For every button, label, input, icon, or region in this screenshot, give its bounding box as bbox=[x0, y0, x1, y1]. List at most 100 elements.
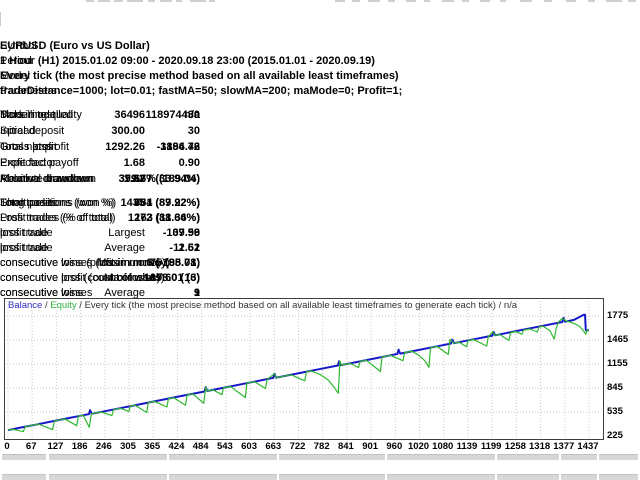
chart-model-text: Every tick (the most precise method base… bbox=[84, 300, 518, 311]
report-row: Average profit trade 2.51 loss trade -11.62 bbox=[0, 242, 640, 255]
skeleton-bar bbox=[599, 454, 638, 460]
cropped-text-artifact bbox=[127, 0, 143, 2]
skeleton-bar bbox=[387, 454, 495, 460]
stat-value: n/a bbox=[184, 109, 200, 121]
y-axis-label: 1775 bbox=[607, 310, 629, 321]
x-axis-label: 424 bbox=[168, 441, 185, 452]
x-axis-label: 841 bbox=[337, 441, 354, 452]
x-axis-label: 305 bbox=[120, 441, 136, 452]
cropped-text-artifact bbox=[352, 0, 360, 2]
cropped-text-artifact bbox=[190, 0, 206, 2]
stat-label: Total net profit bbox=[0, 141, 70, 153]
cropped-text-artifact bbox=[114, 0, 123, 2]
balance-line bbox=[7, 313, 589, 432]
stat-label: Relative drawdown bbox=[0, 173, 93, 185]
stat-label: consecutive loss (count of losses) bbox=[0, 272, 165, 284]
stat-value: 300.00 bbox=[111, 125, 145, 137]
stat-value: 118974430 bbox=[145, 109, 200, 121]
cropped-text-artifact bbox=[368, 0, 380, 2]
cropped-text-artifact bbox=[209, 0, 215, 2]
balance-equity-chart: Balance / Equity / Every tick (the most … bbox=[4, 298, 604, 440]
report-row: Maximum consecutive wins (profit in money… bbox=[0, 257, 640, 270]
skeleton-bar bbox=[387, 474, 495, 480]
stat-value: Maximal bbox=[104, 272, 145, 284]
stat-value: 30 bbox=[187, 125, 200, 137]
stat-label: profit trade bbox=[0, 242, 53, 254]
report-row: Average consecutive wins 9 consecutive loss… bbox=[0, 287, 640, 300]
stat-label: loss trade bbox=[0, 227, 48, 239]
stat-label: Gross profit bbox=[0, 141, 57, 153]
cropped-text-artifact bbox=[588, 0, 595, 2]
report-row: Symbol EURUSD (Euro vs US Dollar) bbox=[0, 40, 640, 53]
cropped-text-artifact bbox=[606, 0, 622, 2]
x-axis-label: 1377 bbox=[553, 441, 575, 452]
stat-value: -107.56 bbox=[162, 227, 200, 239]
skeleton-bar bbox=[497, 474, 559, 480]
x-axis-label: 543 bbox=[216, 441, 233, 452]
x-axis-label: 722 bbox=[289, 441, 306, 452]
stat-label: Bars in test bbox=[0, 109, 56, 121]
y-axis-label: 845 bbox=[607, 382, 623, 393]
skeleton-bar bbox=[599, 474, 638, 480]
stat-value: Every tick (the most precise method base… bbox=[0, 70, 399, 82]
skeleton-bar bbox=[279, 474, 385, 480]
skeleton-bar bbox=[169, 474, 277, 480]
equity-line bbox=[7, 317, 589, 433]
x-axis-label: 1258 bbox=[504, 441, 526, 452]
x-axis-label: 67 bbox=[25, 441, 37, 452]
stat-label: Profit trades (% of total) bbox=[0, 212, 116, 224]
x-axis-label: 1437 bbox=[577, 441, 599, 452]
skeleton-bar bbox=[49, 454, 167, 460]
stat-label: Absolute drawdown bbox=[0, 173, 97, 185]
stat-value: 107.60 (13) bbox=[143, 272, 200, 284]
y-axis-label: 535 bbox=[607, 406, 623, 417]
x-axis-label: 1199 bbox=[480, 441, 502, 452]
stat-label: Total trades bbox=[0, 197, 57, 209]
cropped-text-artifact bbox=[176, 0, 182, 2]
stat-label: consecutive wins bbox=[0, 287, 84, 299]
y-axis-label: 1155 bbox=[607, 358, 628, 369]
skeleton-bar bbox=[2, 454, 46, 460]
stat-value: 1 bbox=[193, 287, 200, 299]
report-row: Largest profit trade 39.99 loss trade -107.5… bbox=[0, 227, 640, 240]
skeleton-bar bbox=[561, 454, 597, 460]
x-axis-label: 1139 bbox=[456, 441, 478, 452]
cropped-text-artifact bbox=[544, 0, 552, 2]
report-row: Maximal consecutive profit (count of wins… bbox=[0, 272, 640, 285]
stat-value: 6 (-198.01) bbox=[146, 257, 200, 269]
report-row: Model Every tick (the most precise method… bbox=[0, 70, 640, 83]
cropped-text-artifact bbox=[480, 0, 490, 2]
cropped-text-artifact bbox=[442, 0, 454, 2]
stat-label: Ticks modelled bbox=[0, 109, 73, 121]
stat-label: consecutive wins (profit in money) bbox=[0, 257, 166, 269]
cropped-text-artifact bbox=[335, 0, 345, 2]
stat-value: Maximum bbox=[97, 257, 145, 269]
x-axis-label: 365 bbox=[144, 441, 161, 452]
stat-value: Average bbox=[104, 242, 145, 254]
chart-plot bbox=[7, 301, 601, 437]
stat-value: 754 (89.92%) bbox=[133, 197, 200, 209]
cropped-text-artifact bbox=[628, 0, 636, 2]
stat-label: Long positions (won %) bbox=[0, 197, 115, 209]
stat-label: Short positions (won %) bbox=[0, 197, 117, 209]
legend-separator: / bbox=[42, 300, 51, 311]
stat-value: 75 (85.78) bbox=[149, 257, 200, 269]
stat-value: Largest bbox=[108, 227, 145, 239]
skeleton-bar bbox=[561, 474, 597, 480]
cropped-text-artifact bbox=[160, 0, 172, 2]
stat-label: Gross loss bbox=[0, 141, 52, 153]
stat-label: Period bbox=[0, 55, 32, 67]
cropped-text-artifact bbox=[500, 0, 506, 2]
report-row: Total net profit 1292.26 Gross profit 3186.… bbox=[0, 141, 640, 154]
cropped-text-artifact bbox=[462, 0, 469, 2]
stat-label: Parameters bbox=[0, 85, 57, 97]
stat-value: EURUSD (Euro vs US Dollar) bbox=[0, 40, 150, 52]
stat-label: Spread bbox=[0, 125, 36, 137]
x-axis-label: 603 bbox=[241, 441, 257, 452]
stat-value: 1.68 bbox=[123, 157, 145, 169]
stat-label: Model bbox=[0, 70, 30, 82]
cropped-text-artifact bbox=[424, 0, 430, 2]
stat-value: 399.67 (33.94%) bbox=[118, 173, 200, 185]
cropped-text-artifact bbox=[86, 0, 94, 2]
